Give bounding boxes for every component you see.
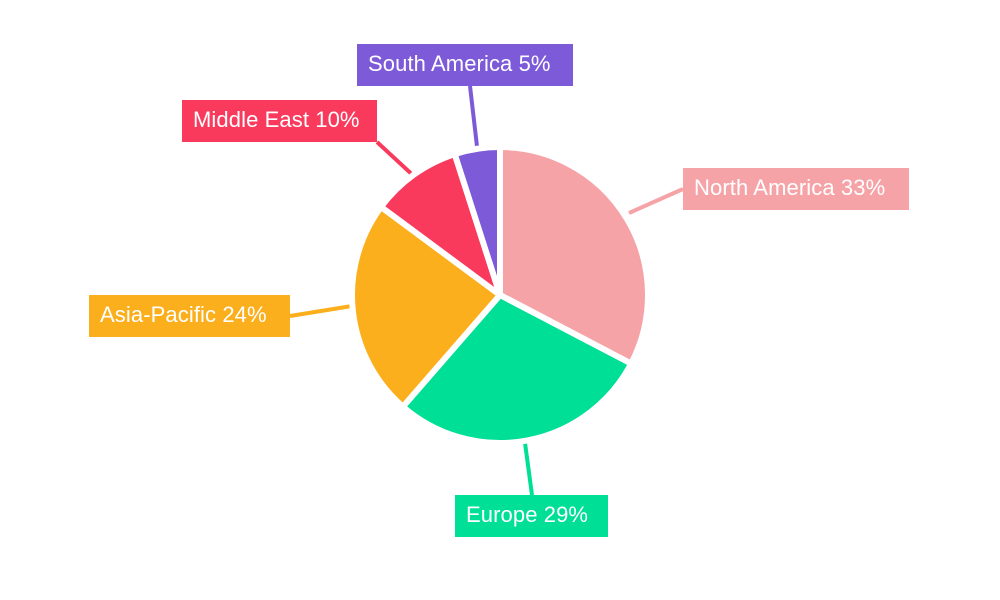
slice-label-asia-pacific: Asia-Pacific 24% xyxy=(89,295,290,337)
slice-label-middle-east: Middle East 10% xyxy=(182,100,377,142)
pie-slice-europe[interactable] xyxy=(399,292,635,446)
leader-line-south-america xyxy=(468,85,480,156)
pie-slice-asia-pacific[interactable] xyxy=(349,203,503,410)
slice-label-europe: Europe 29% xyxy=(455,495,608,537)
leader-line-europe xyxy=(523,442,534,496)
leader-line-asia-pacific xyxy=(289,304,353,318)
pie-slice-south-america[interactable] xyxy=(451,144,503,298)
leader-line-north-america xyxy=(628,187,684,215)
pie-slice-middle-east[interactable] xyxy=(378,151,503,298)
leader-line-middle-east xyxy=(375,140,419,181)
pie-slices-group xyxy=(349,144,651,446)
slice-label-south-america: South America 5% xyxy=(357,44,573,86)
slice-label-north-america: North America 33% xyxy=(683,168,909,210)
leader-lines-group xyxy=(289,85,684,496)
pie-slice-north-america[interactable] xyxy=(497,144,651,367)
